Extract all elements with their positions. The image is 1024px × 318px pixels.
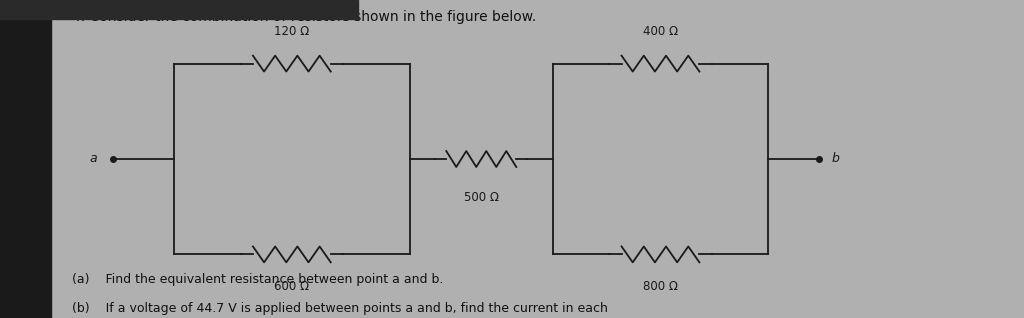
Text: 800 Ω: 800 Ω [643, 280, 678, 293]
Text: a: a [90, 153, 97, 165]
Text: b: b [831, 153, 840, 165]
Text: 120 Ω: 120 Ω [274, 25, 309, 38]
Bar [0, 0, 358, 19]
Text: 500 Ω: 500 Ω [464, 191, 499, 204]
Text: 400 Ω: 400 Ω [643, 25, 678, 38]
Text: (a)    Find the equivalent resistance between point a and b.: (a) Find the equivalent resistance betwe… [72, 273, 443, 287]
Bar [0, 0, 51, 318]
Text: 4. Consider the combination of resistors shown in the figure below.: 4. Consider the combination of resistors… [72, 10, 536, 24]
Text: 600 Ω: 600 Ω [274, 280, 309, 293]
Text: (b)    If a voltage of 44.7 V is applied between points a and b, find the curren: (b) If a voltage of 44.7 V is applied be… [72, 302, 607, 315]
